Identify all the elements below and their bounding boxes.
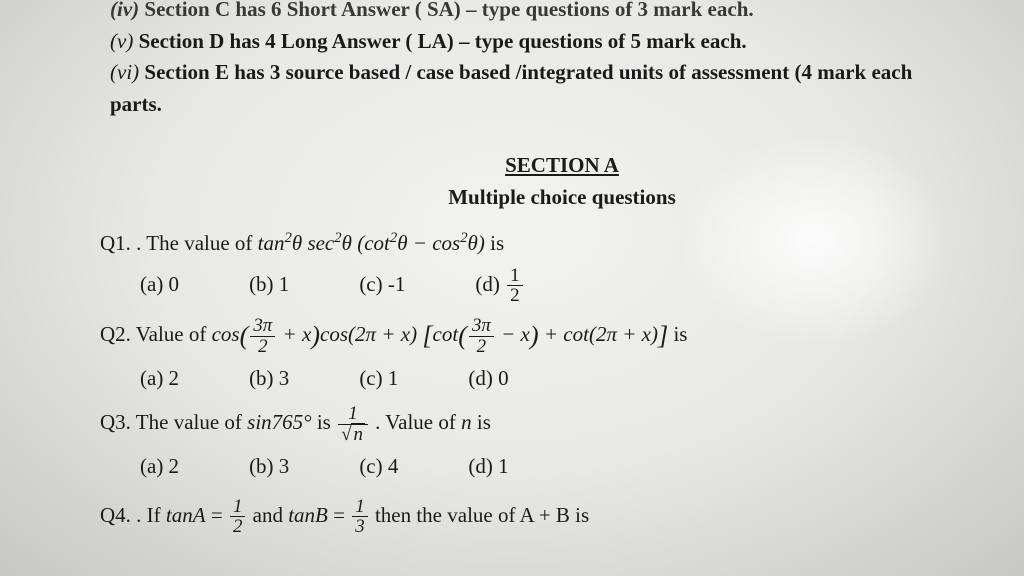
x4: x [642, 322, 651, 346]
q1-opt-d-prefix: (d) [475, 272, 505, 296]
cot: cot [364, 231, 390, 255]
content-block: (iv) Section C has 6 Short Answer ( SA) … [100, 0, 1024, 537]
q3-n: n [461, 411, 472, 435]
q3-opt-b: (b) 3 [249, 451, 289, 483]
q2-opt-a: (a) 2 [140, 363, 179, 395]
instruction-vi: (vi) Section E has 3 source based / case… [110, 57, 1024, 89]
section-subtitle: Multiple choice questions [100, 182, 1024, 214]
frac-half: 12 [505, 266, 524, 307]
thetab: θ [342, 231, 352, 255]
q3-opt-c: (c) 4 [359, 451, 398, 483]
q4den2: 2 [230, 517, 245, 537]
instruction-v-text: Section D has 4 Long Answer ( LA) – type… [139, 29, 747, 53]
tan: tan [258, 231, 285, 255]
cos: cos [432, 231, 460, 255]
q2-label: Q2. [100, 322, 131, 346]
q3-options: (a) 2 (b) 3 (c) 4 (d) 1 [140, 451, 1024, 483]
thetac: θ [397, 231, 407, 255]
sup2d: 2 [460, 230, 467, 246]
q4-eq2: = [333, 503, 350, 527]
q3-opt-d: (d) 1 [468, 451, 508, 483]
roman-vi: (vi) [110, 60, 139, 84]
q4-tanB: tanB [288, 503, 328, 527]
q2-opt-b: (b) 3 [249, 363, 289, 395]
d2b: 2 [469, 337, 494, 357]
twopi2: 2π [596, 322, 617, 346]
q1-stem-b: is [490, 231, 504, 255]
q2-math: cos(3π2 + x)cos(2π + x) [cot(3π2 − x) + … [212, 322, 674, 346]
q2: Q2. Value of cos(3π2 + x)cos(2π + x) [co… [100, 316, 1024, 357]
n3pia: 3π [250, 316, 275, 337]
cot2: cot [433, 322, 459, 346]
q2-options: (a) 2 (b) 3 (c) 1 (d) 0 [140, 363, 1024, 395]
q1-math: tan2θ sec2θ (cot2θ − cos2θ) [258, 231, 490, 255]
q1: Q1. . The value of tan2θ sec2θ (cot2θ − … [100, 227, 1024, 260]
x3: x [521, 322, 530, 346]
q1-label: Q1. . [100, 231, 141, 255]
roman-iv: (iv) [110, 0, 139, 21]
q3-stem-a: The value of [136, 411, 247, 435]
q1-opt-c: (c) -1 [359, 269, 405, 301]
q4den3: 3 [352, 517, 367, 537]
q4-tanA: tanA [166, 503, 206, 527]
q1-options: (a) 0 (b) 1 (c) -1 (d) 12 [140, 266, 1024, 307]
q2-opt-c: (c) 1 [359, 363, 398, 395]
q3-opt-a: (a) 2 [140, 451, 179, 483]
q1-stem-a: The value of [146, 231, 257, 255]
q2-stem-a: Value of [136, 322, 212, 346]
q1-opt-d: (d) 12 [475, 266, 524, 307]
document-page: (iv) Section C has 6 Short Answer ( SA) … [0, 0, 1024, 576]
q3-stem-c: . Value of [375, 411, 461, 435]
frac-3pi2b: 3π2 [467, 316, 496, 357]
cos1: cos [212, 322, 240, 346]
cos2: cos [320, 322, 348, 346]
x1: x [302, 322, 311, 346]
q3-label: Q3. [100, 411, 131, 435]
rad-n: n [351, 423, 364, 445]
q4num1: 1 [230, 497, 245, 518]
q3-sin: sin765° [247, 411, 311, 435]
q2-opt-d: (d) 0 [468, 363, 508, 395]
q4: Q4. . If tanA = 12 and tanB = 13 then th… [100, 497, 1024, 538]
cot3: cot [563, 322, 589, 346]
q3-stem-b: is [317, 411, 336, 435]
instruction-parts: parts. [110, 89, 1024, 121]
sqrt: n [341, 425, 365, 445]
den2: 2 [507, 286, 522, 306]
den-sqrtn: n [338, 425, 368, 445]
sup2: 2 [285, 230, 292, 246]
twopi1: 2π [355, 322, 376, 346]
frac-3pi2a: 3π2 [248, 316, 277, 357]
q4-tail: then the value of A + B is [375, 503, 589, 527]
sec: sec [307, 231, 334, 255]
q2-stem-b: is [673, 322, 687, 346]
frac-1-sqrtn: 1 n [336, 404, 370, 445]
theta: θ [292, 231, 302, 255]
instruction-v: (v) Section D has 4 Long Answer ( LA) – … [110, 26, 1024, 58]
q4num1b: 1 [352, 497, 367, 518]
q4-eq1: = [211, 503, 228, 527]
q4-and: and [253, 503, 289, 527]
frac-q4a: 12 [228, 497, 247, 538]
q1-opt-a: (a) 0 [140, 269, 179, 301]
sup2b: 2 [334, 230, 341, 246]
thetad: θ [468, 231, 478, 255]
q4-label: Q4. . [100, 503, 141, 527]
frac-q4b: 13 [350, 497, 369, 538]
q3-stem-d: is [477, 411, 491, 435]
q1-opt-b: (b) 1 [249, 269, 289, 301]
instruction-iv-text: Section C has 6 Short Answer ( SA) – typ… [144, 0, 753, 21]
instruction-iv: (iv) Section C has 6 Short Answer ( SA) … [110, 0, 1024, 26]
q4-stem-a: If [147, 503, 166, 527]
section-title: SECTION A [100, 150, 1024, 182]
d2a: 2 [250, 337, 275, 357]
num1b: 1 [338, 404, 368, 425]
x2: x [401, 322, 410, 346]
num1: 1 [507, 266, 522, 287]
q3: Q3. The value of sin765° is 1 n . Value … [100, 404, 1024, 445]
n3pib: 3π [469, 316, 494, 337]
instruction-vi-text: Section E has 3 source based / case base… [144, 60, 912, 84]
roman-v: (v) [110, 29, 133, 53]
